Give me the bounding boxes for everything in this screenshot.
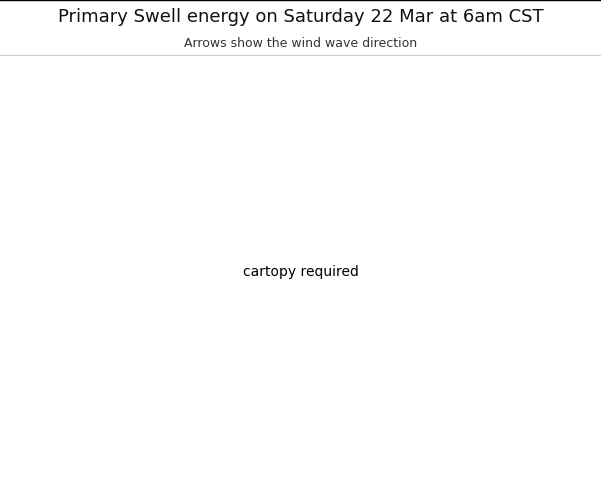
Text: cartopy required: cartopy required xyxy=(243,265,358,279)
Text: Primary Swell energy on Saturday 22 Mar at 6am CST: Primary Swell energy on Saturday 22 Mar … xyxy=(58,8,543,26)
Text: Arrows show the wind wave direction: Arrows show the wind wave direction xyxy=(184,37,417,50)
